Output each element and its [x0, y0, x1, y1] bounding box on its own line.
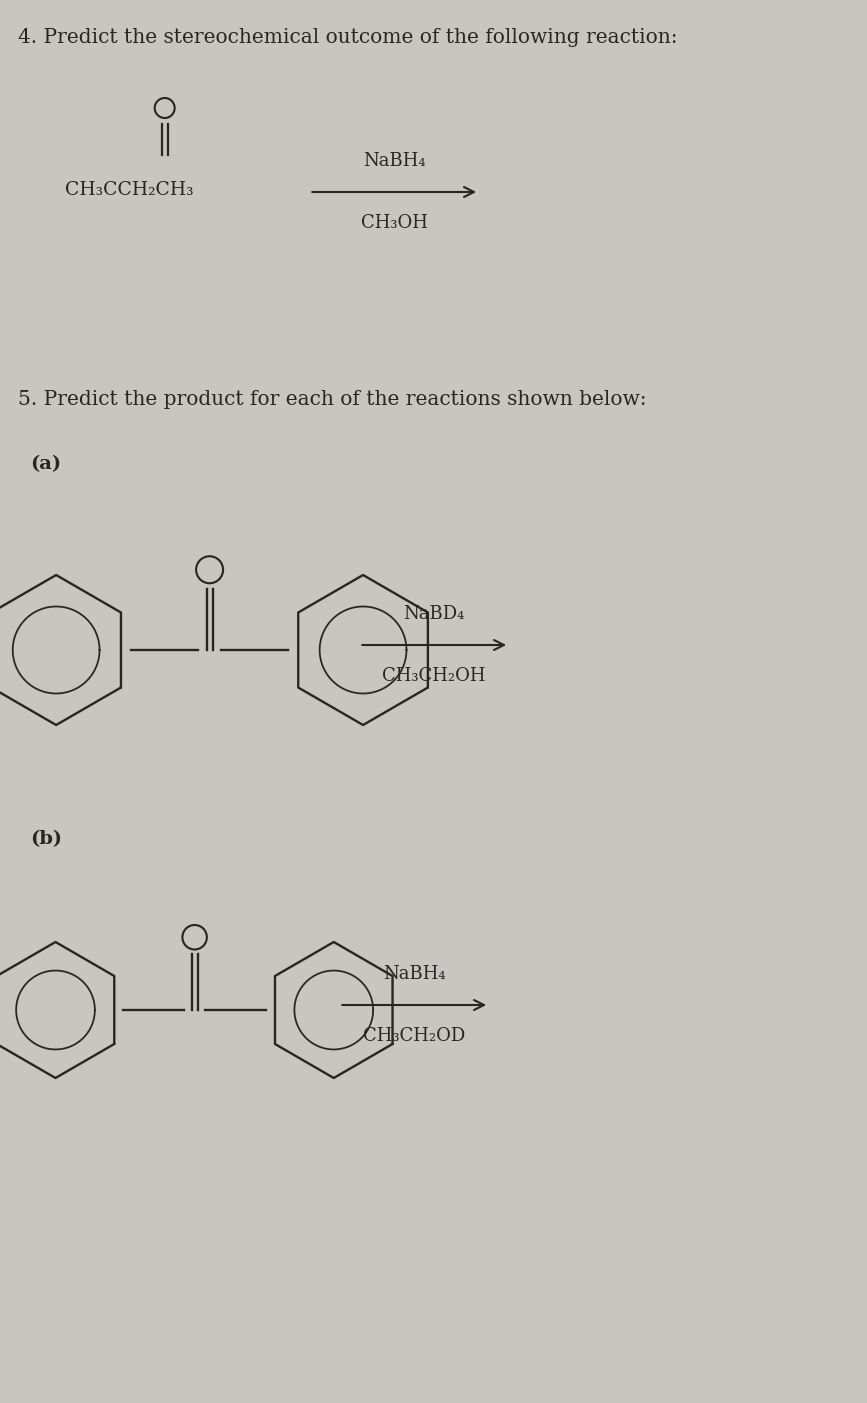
Text: 4. Predict the stereochemical outcome of the following reaction:: 4. Predict the stereochemical outcome of…	[18, 28, 678, 46]
Text: NaBD₄: NaBD₄	[403, 605, 465, 623]
Text: CH₃CH₂OD: CH₃CH₂OD	[363, 1027, 466, 1045]
Text: NaBH₄: NaBH₄	[383, 965, 446, 984]
Text: CH₃CH₂OH: CH₃CH₂OH	[382, 666, 486, 685]
Text: NaBH₄: NaBH₄	[363, 152, 426, 170]
Text: (a): (a)	[30, 455, 61, 473]
Text: CH₃OH: CH₃OH	[361, 215, 427, 231]
Text: 5. Predict the product for each of the reactions shown below:: 5. Predict the product for each of the r…	[18, 390, 647, 410]
Text: CH₃CCH₂CH₃: CH₃CCH₂CH₃	[65, 181, 193, 199]
Text: (b): (b)	[30, 831, 62, 847]
